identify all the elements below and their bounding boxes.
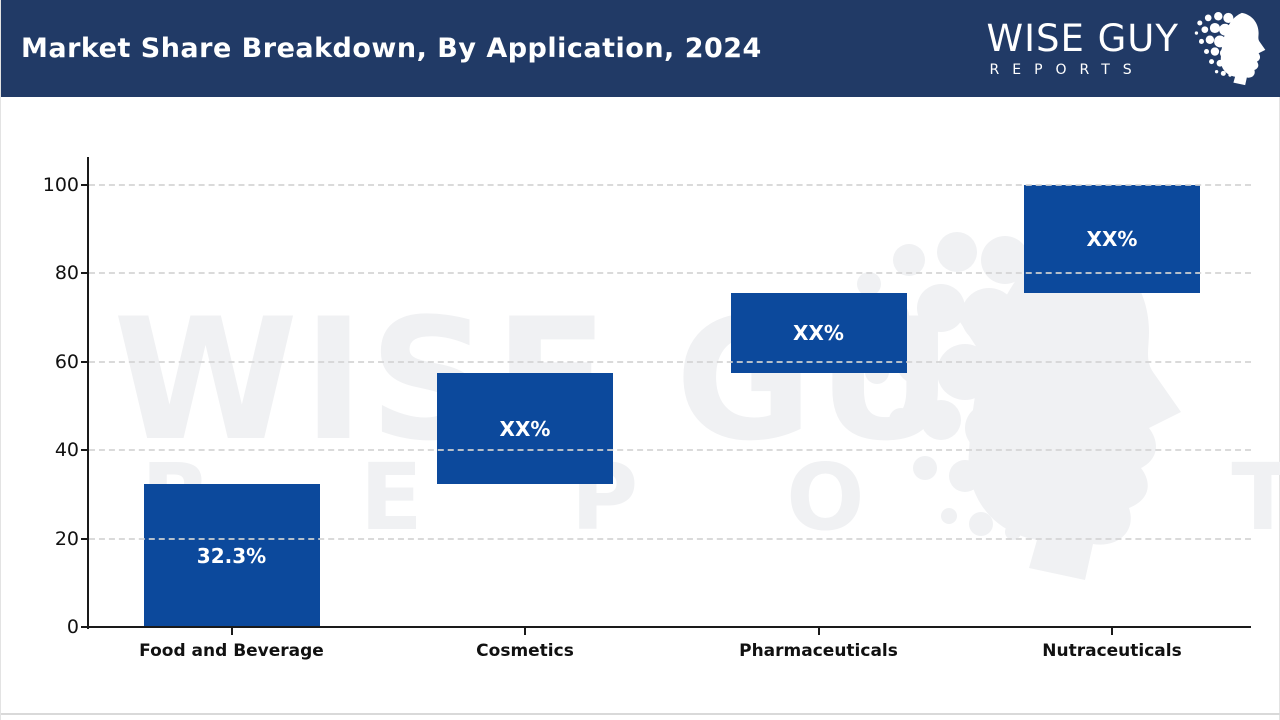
gridline: [89, 184, 1251, 186]
bar-value-label: 32.3%: [196, 543, 267, 568]
x-category-label: Cosmetics: [476, 641, 574, 661]
brand-subtitle: REPORTS: [989, 61, 1145, 78]
y-tick-mark: [81, 184, 89, 186]
bar-value-label: XX%: [499, 416, 551, 441]
y-tick-label: 40: [54, 439, 79, 462]
gridline: [89, 449, 1251, 452]
y-tick-mark: [81, 537, 89, 540]
header-banner: Market Share Breakdown, By Application, …: [1, 0, 1280, 97]
bar-segment: XX%: [1024, 185, 1200, 294]
x-category-label: Food and Beverage: [139, 641, 324, 661]
y-tick-mark: [81, 626, 89, 628]
x-axis-spine: [87, 626, 1251, 628]
bar-value-label: XX%: [793, 321, 844, 346]
page-title: Market Share Breakdown, By Application, …: [21, 33, 762, 64]
y-tick-label: 80: [54, 262, 79, 285]
y-tick-mark: [81, 449, 89, 452]
x-category-label: Pharmaceuticals: [739, 641, 898, 661]
gridline: [89, 360, 1251, 363]
y-tick-mark: [81, 272, 89, 275]
x-tick-mark: [524, 627, 526, 635]
x-tick-mark: [817, 627, 820, 635]
y-tick-label: 0: [66, 616, 79, 638]
bar-segment: 32.3%: [143, 484, 320, 627]
bottom-divider: [1, 713, 1280, 715]
y-axis-spine: [87, 156, 89, 629]
y-tick-mark: [81, 360, 89, 363]
brand-name: WISE GUY: [986, 16, 1179, 60]
y-tick-label: 60: [54, 350, 79, 373]
y-tick-label: 100: [42, 174, 79, 196]
x-tick-mark: [230, 627, 233, 635]
y-tick-label: 20: [54, 527, 79, 550]
x-category-label: Nutraceuticals: [1042, 641, 1182, 661]
gridline: [89, 537, 1251, 540]
wiseguy-head-icon: [1194, 11, 1266, 85]
brand-logo: WISE GUY REPORTS: [987, 9, 1267, 89]
bar-value-label: XX%: [1086, 227, 1138, 252]
gridline: [89, 272, 1251, 275]
x-tick-mark: [1111, 627, 1113, 635]
bar-segment: XX%: [437, 372, 613, 485]
brand-wordmark: WISE GUY REPORTS: [987, 20, 1179, 78]
